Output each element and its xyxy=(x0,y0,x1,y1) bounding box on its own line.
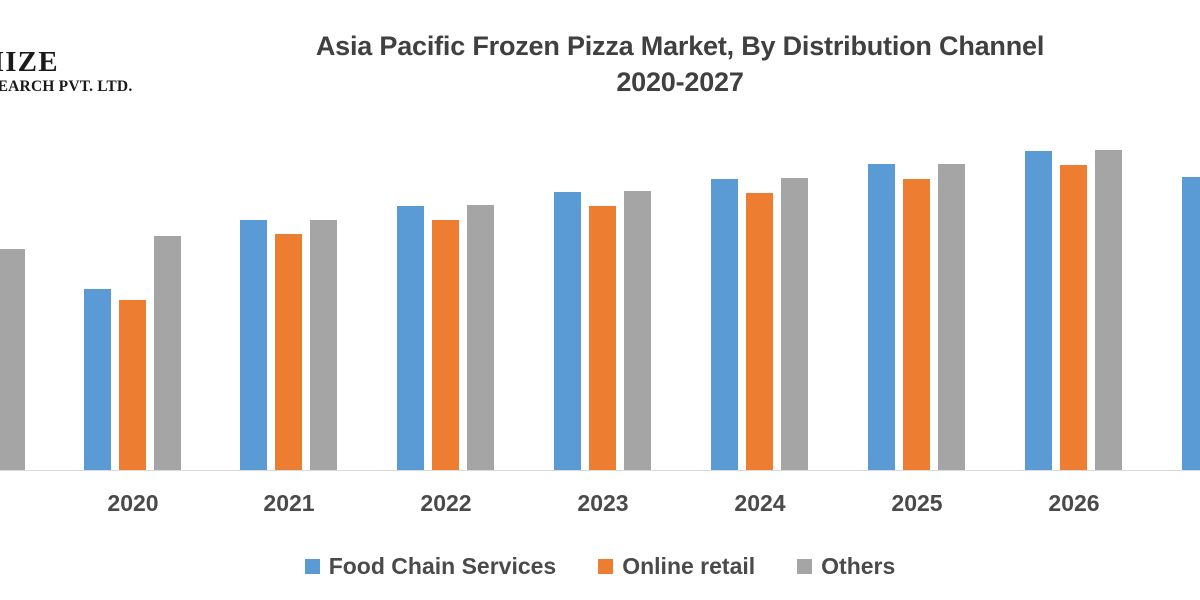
company-logo: XIMIZE ET RESEARCH PVT. LTD. xyxy=(0,48,202,95)
x-tick-label-2019: 9 xyxy=(0,490,52,517)
bar-2019-others xyxy=(0,249,25,470)
bar-2021-others xyxy=(310,220,337,470)
x-tick-label-2025: 2025 xyxy=(891,490,943,516)
x-tick-label-2022: 2022 xyxy=(420,490,472,516)
legend-swatch-icon xyxy=(304,559,320,574)
bar-2022-food-chain-services xyxy=(397,206,424,470)
legend-label: Others xyxy=(821,553,896,579)
bar-2026-food-chain-services xyxy=(1025,151,1052,470)
legend-label: Online retail xyxy=(622,553,756,579)
plot-area xyxy=(0,130,1200,471)
chart-legend: Food Chain Services Online retail Others xyxy=(0,553,1200,580)
bar-2022-online-retail xyxy=(432,220,459,470)
chart-title: Asia Pacific Frozen Pizza Market, By Dis… xyxy=(200,28,1160,101)
legend-swatch-icon xyxy=(797,559,813,574)
chart-title-line1: Asia Pacific Frozen Pizza Market, By Dis… xyxy=(315,31,1045,61)
bar-2022-others xyxy=(467,205,494,470)
x-tick-label-2024: 2024 xyxy=(734,490,786,516)
bar-2024-others xyxy=(781,178,808,470)
chart-title-line2: 2020-2027 xyxy=(616,67,744,98)
bar-2024-food-chain-services xyxy=(711,179,738,470)
bar-2021-online-retail xyxy=(275,234,302,470)
logo-secondary-text: ET RESEARCH PVT. LTD. xyxy=(0,78,133,95)
bar-2020-others xyxy=(154,236,181,470)
bar-2024-online-retail xyxy=(746,193,773,470)
bar-2025-others xyxy=(938,164,965,470)
bar-2023-others xyxy=(624,191,651,470)
bar-2027-food-chain-services xyxy=(1182,177,1200,470)
bar-2026-online-retail xyxy=(1060,165,1087,470)
bar-2025-food-chain-services xyxy=(868,164,895,470)
x-tick-label-2021: 2021 xyxy=(263,490,315,516)
bar-2020-online-retail xyxy=(119,300,146,470)
bar-2026-others xyxy=(1095,150,1122,470)
x-axis-line xyxy=(0,470,1200,471)
legend-swatch-icon xyxy=(598,559,614,574)
legend-label: Food Chain Services xyxy=(328,553,557,579)
legend-item-0[interactable]: Food Chain Services xyxy=(304,553,557,580)
logo-primary-text: XIMIZE xyxy=(0,48,59,78)
legend-item-2[interactable]: Others xyxy=(797,553,895,580)
x-tick-label-2020: 2020 xyxy=(107,490,159,516)
x-axis-labels: 9 2020 2021 2022 2023 2024 2025 2026 xyxy=(0,490,1200,530)
bar-2023-online-retail xyxy=(589,206,616,470)
bar-2023-food-chain-services xyxy=(554,192,581,470)
bar-2020-food-chain-services xyxy=(84,289,111,470)
bar-2021-food-chain-services xyxy=(240,220,267,470)
x-tick-label-2023: 2023 xyxy=(577,490,629,516)
x-tick-label-2026: 2026 xyxy=(1048,490,1100,516)
bar-2025-online-retail xyxy=(903,179,930,470)
legend-item-1[interactable]: Online retail xyxy=(598,553,755,580)
